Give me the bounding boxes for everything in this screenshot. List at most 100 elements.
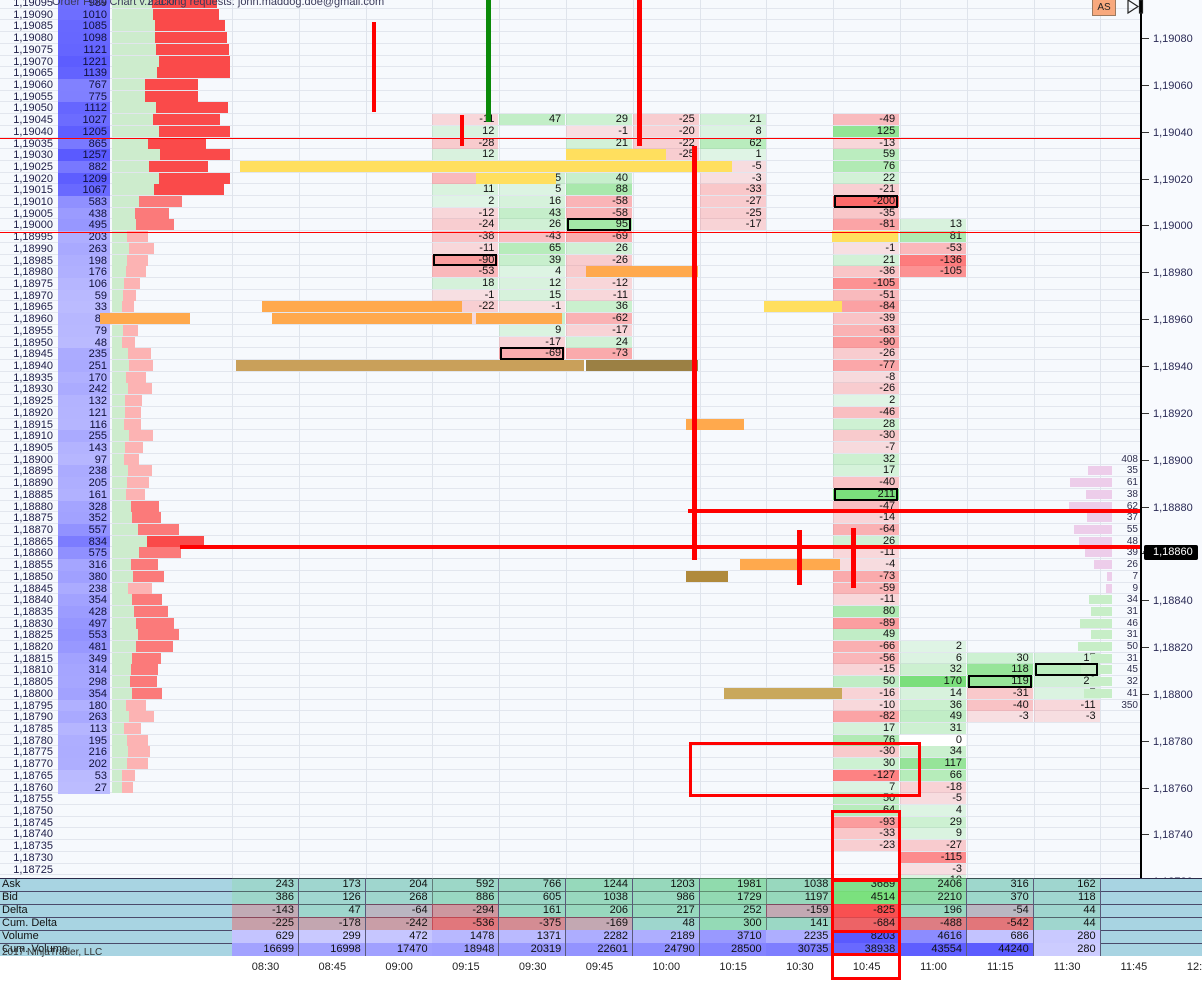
footprint-cell[interactable]: -12 [566, 278, 632, 290]
selected-bar-highlight[interactable] [831, 878, 901, 956]
footprint-cell[interactable]: -24 [432, 219, 499, 231]
play-pause-icon[interactable] [1125, 0, 1145, 15]
footprint-cell[interactable]: -27 [699, 196, 766, 208]
footprint-cell[interactable]: -23 [833, 840, 900, 852]
footprint-cell[interactable]: 32 [900, 664, 966, 676]
footprint-cell[interactable]: 12 [499, 278, 566, 290]
footprint-cell[interactable]: 28 [833, 418, 900, 430]
footprint-cell[interactable]: -1 [566, 125, 632, 137]
footprint-cell[interactable]: -63 [833, 324, 900, 336]
footprint-cell[interactable]: 2 [900, 641, 966, 653]
footprint-cell[interactable]: 211 [833, 488, 900, 500]
footprint-cell[interactable]: 43 [499, 207, 566, 219]
footprint-cell[interactable]: -5 [699, 160, 766, 172]
footprint-cell[interactable]: 88 [566, 184, 632, 196]
zone-highlight-rectangle[interactable] [689, 742, 921, 797]
footprint-cell[interactable]: 26 [1033, 676, 1100, 688]
footprint-cell[interactable]: 36 [900, 699, 966, 711]
footprint-cell[interactable]: -33 [699, 184, 766, 196]
footprint-grid[interactable]: 1,19095 989 1,19090 1010 1,19085 1085 1,19080 1… [0, 0, 1140, 878]
footprint-cell[interactable]: -89 [833, 617, 900, 629]
footprint-cell[interactable]: 12 [432, 149, 499, 161]
footprint-cell[interactable]: 62 [699, 137, 766, 149]
footprint-cell[interactable]: -58 [566, 196, 632, 208]
selected-cell-box[interactable] [433, 253, 498, 267]
footprint-cell[interactable]: -17 [566, 324, 632, 336]
footprint-cell[interactable]: -3 [900, 863, 966, 875]
footprint-cell[interactable]: 26 [566, 242, 632, 254]
footprint-cell[interactable]: 17 [1033, 652, 1100, 664]
footprint-cell[interactable]: 30 [833, 758, 900, 770]
footprint-cell[interactable]: -82 [833, 711, 900, 723]
footprint-cell[interactable]: -17 [499, 336, 566, 348]
footprint-cell[interactable]: -49 [833, 114, 900, 126]
footprint-cell[interactable]: 117 [900, 758, 966, 770]
footprint-cell[interactable]: 29 [900, 816, 966, 828]
footprint-cell[interactable]: 4 [900, 804, 966, 816]
footprint-cell[interactable]: 9 [499, 324, 566, 336]
footprint-cell[interactable]: -3 [966, 711, 1033, 723]
footprint-cell[interactable]: -53 [432, 266, 499, 278]
footprint-cell[interactable]: -59 [833, 582, 900, 594]
footprint-cell[interactable]: -26 [833, 348, 900, 360]
footprint-cell[interactable]: 1 [699, 149, 766, 161]
footprint-cell[interactable]: -16 [833, 687, 900, 699]
footprint-cell[interactable]: 13 [900, 219, 966, 231]
footprint-cell[interactable]: 18 [432, 278, 499, 290]
footprint-cell[interactable]: -30 [833, 430, 900, 442]
footprint-cell[interactable]: -136 [900, 254, 966, 266]
footprint-cell[interactable]: -11 [1033, 699, 1100, 711]
footprint-cell[interactable]: -27 [900, 840, 966, 852]
footprint-cell[interactable]: -46 [833, 406, 900, 418]
footprint-cell[interactable]: 32 [833, 453, 900, 465]
footprint-cell[interactable]: 66 [900, 769, 966, 781]
selected-cell-box[interactable] [1034, 663, 1099, 677]
footprint-cell[interactable]: -3 [699, 172, 766, 184]
footprint-cell[interactable]: 2 [432, 196, 499, 208]
footprint-cell[interactable]: 76 [833, 734, 900, 746]
footprint-cell[interactable]: -43 [499, 231, 566, 243]
footprint-cell[interactable]: -40 [833, 477, 900, 489]
footprint-cell[interactable]: 4 [499, 266, 566, 278]
footprint-cell[interactable]: -200 [833, 196, 900, 208]
footprint-cell[interactable]: -77 [833, 360, 900, 371]
footprint-cell[interactable]: -13 [833, 137, 900, 149]
footprint-cell[interactable]: -28 [432, 137, 499, 149]
footprint-cell[interactable]: -25 [632, 114, 699, 126]
footprint-cell[interactable]: 22 [833, 172, 900, 184]
footprint-cell[interactable]: -20 [632, 125, 699, 137]
footprint-cell[interactable]: -127 [833, 769, 900, 781]
selected-cell-box[interactable] [500, 347, 564, 360]
footprint-cell[interactable]: 29 [566, 114, 632, 126]
footprint-cell[interactable]: -56 [833, 652, 900, 664]
footprint-cell[interactable]: -36 [833, 266, 900, 278]
footprint-cell[interactable]: 12 [432, 125, 499, 137]
footprint-cell[interactable]: 8 [699, 125, 766, 137]
selected-cell-box[interactable] [834, 195, 898, 208]
footprint-cell[interactable]: -26 [833, 383, 900, 395]
footprint-cell[interactable]: 30 [966, 652, 1033, 664]
footprint-cell[interactable]: -81 [833, 219, 900, 231]
footprint-cell[interactable]: -22 [432, 301, 499, 313]
footprint-cell[interactable]: 24 [566, 336, 632, 348]
footprint-cell[interactable]: 118 [966, 664, 1033, 676]
footprint-cell[interactable]: 14 [900, 687, 966, 699]
footprint-cell[interactable]: -69 [566, 231, 632, 243]
selected-cell-box[interactable] [834, 487, 898, 501]
footprint-cell[interactable]: 81 [900, 231, 966, 243]
footprint-cell[interactable]: -38 [432, 231, 499, 243]
selected-bar-column-box[interactable] [831, 810, 901, 882]
footprint-cell[interactable]: -90 [432, 254, 499, 266]
footprint-cell[interactable]: -47 [833, 500, 900, 512]
footprint-cell[interactable]: -33 [833, 828, 900, 840]
footprint-cell[interactable]: 10 [900, 875, 966, 878]
footprint-cell[interactable]: -11 [833, 594, 900, 606]
footprint-cell[interactable]: 21 [566, 137, 632, 149]
footprint-cell[interactable]: 80 [833, 605, 900, 617]
footprint-cell[interactable]: -90 [833, 336, 900, 348]
footprint-cell[interactable]: 9 [900, 828, 966, 840]
footprint-cell[interactable]: 5 [499, 184, 566, 196]
footprint-cell[interactable]: -21 [833, 184, 900, 196]
footprint-cell[interactable]: -17 [699, 219, 766, 231]
footprint-cell[interactable]: -4 [833, 559, 900, 571]
